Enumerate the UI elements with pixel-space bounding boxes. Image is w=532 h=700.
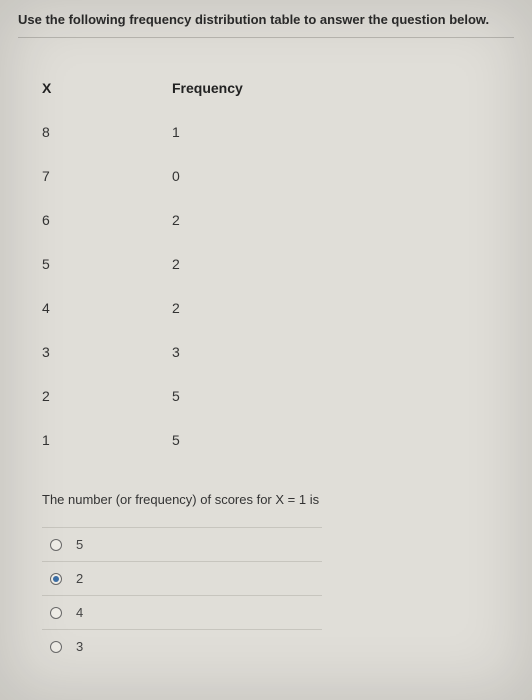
cell-f: 5 [172, 388, 180, 404]
option-row[interactable]: 5 [42, 527, 322, 561]
cell-f: 2 [172, 300, 180, 316]
table-row: 7 0 [42, 154, 514, 198]
radio-icon[interactable] [50, 539, 62, 551]
table-row: 4 2 [42, 286, 514, 330]
table-row: 2 5 [42, 374, 514, 418]
cell-x: 7 [42, 168, 172, 184]
question-page: Use the following frequency distribution… [0, 0, 532, 663]
option-row[interactable]: 4 [42, 595, 322, 629]
answer-options: 5 2 4 3 [42, 527, 514, 663]
frequency-table: X Frequency 8 1 7 0 6 2 5 2 4 2 3 3 2 5 [42, 66, 514, 462]
option-label: 2 [76, 571, 83, 586]
table-row: 3 3 [42, 330, 514, 374]
table-row: 1 5 [42, 418, 514, 462]
cell-x: 8 [42, 124, 172, 140]
option-label: 3 [76, 639, 83, 654]
cell-x: 2 [42, 388, 172, 404]
table-row: 8 1 [42, 110, 514, 154]
header-x: X [42, 80, 172, 96]
instruction-text: Use the following frequency distribution… [18, 12, 514, 38]
cell-x: 3 [42, 344, 172, 360]
header-frequency: Frequency [172, 80, 243, 96]
option-row[interactable]: 3 [42, 629, 322, 663]
cell-f: 2 [172, 212, 180, 228]
cell-f: 5 [172, 432, 180, 448]
table-row: 6 2 [42, 198, 514, 242]
cell-f: 2 [172, 256, 180, 272]
cell-x: 4 [42, 300, 172, 316]
cell-f: 1 [172, 124, 180, 140]
table-row: 5 2 [42, 242, 514, 286]
question-text: The number (or frequency) of scores for … [42, 492, 514, 507]
cell-x: 1 [42, 432, 172, 448]
cell-x: 6 [42, 212, 172, 228]
option-label: 5 [76, 537, 83, 552]
option-row[interactable]: 2 [42, 561, 322, 595]
cell-f: 0 [172, 168, 180, 184]
radio-icon[interactable] [50, 641, 62, 653]
option-label: 4 [76, 605, 83, 620]
cell-f: 3 [172, 344, 180, 360]
radio-icon[interactable] [50, 607, 62, 619]
cell-x: 5 [42, 256, 172, 272]
table-header-row: X Frequency [42, 66, 514, 110]
radio-icon[interactable] [50, 573, 62, 585]
